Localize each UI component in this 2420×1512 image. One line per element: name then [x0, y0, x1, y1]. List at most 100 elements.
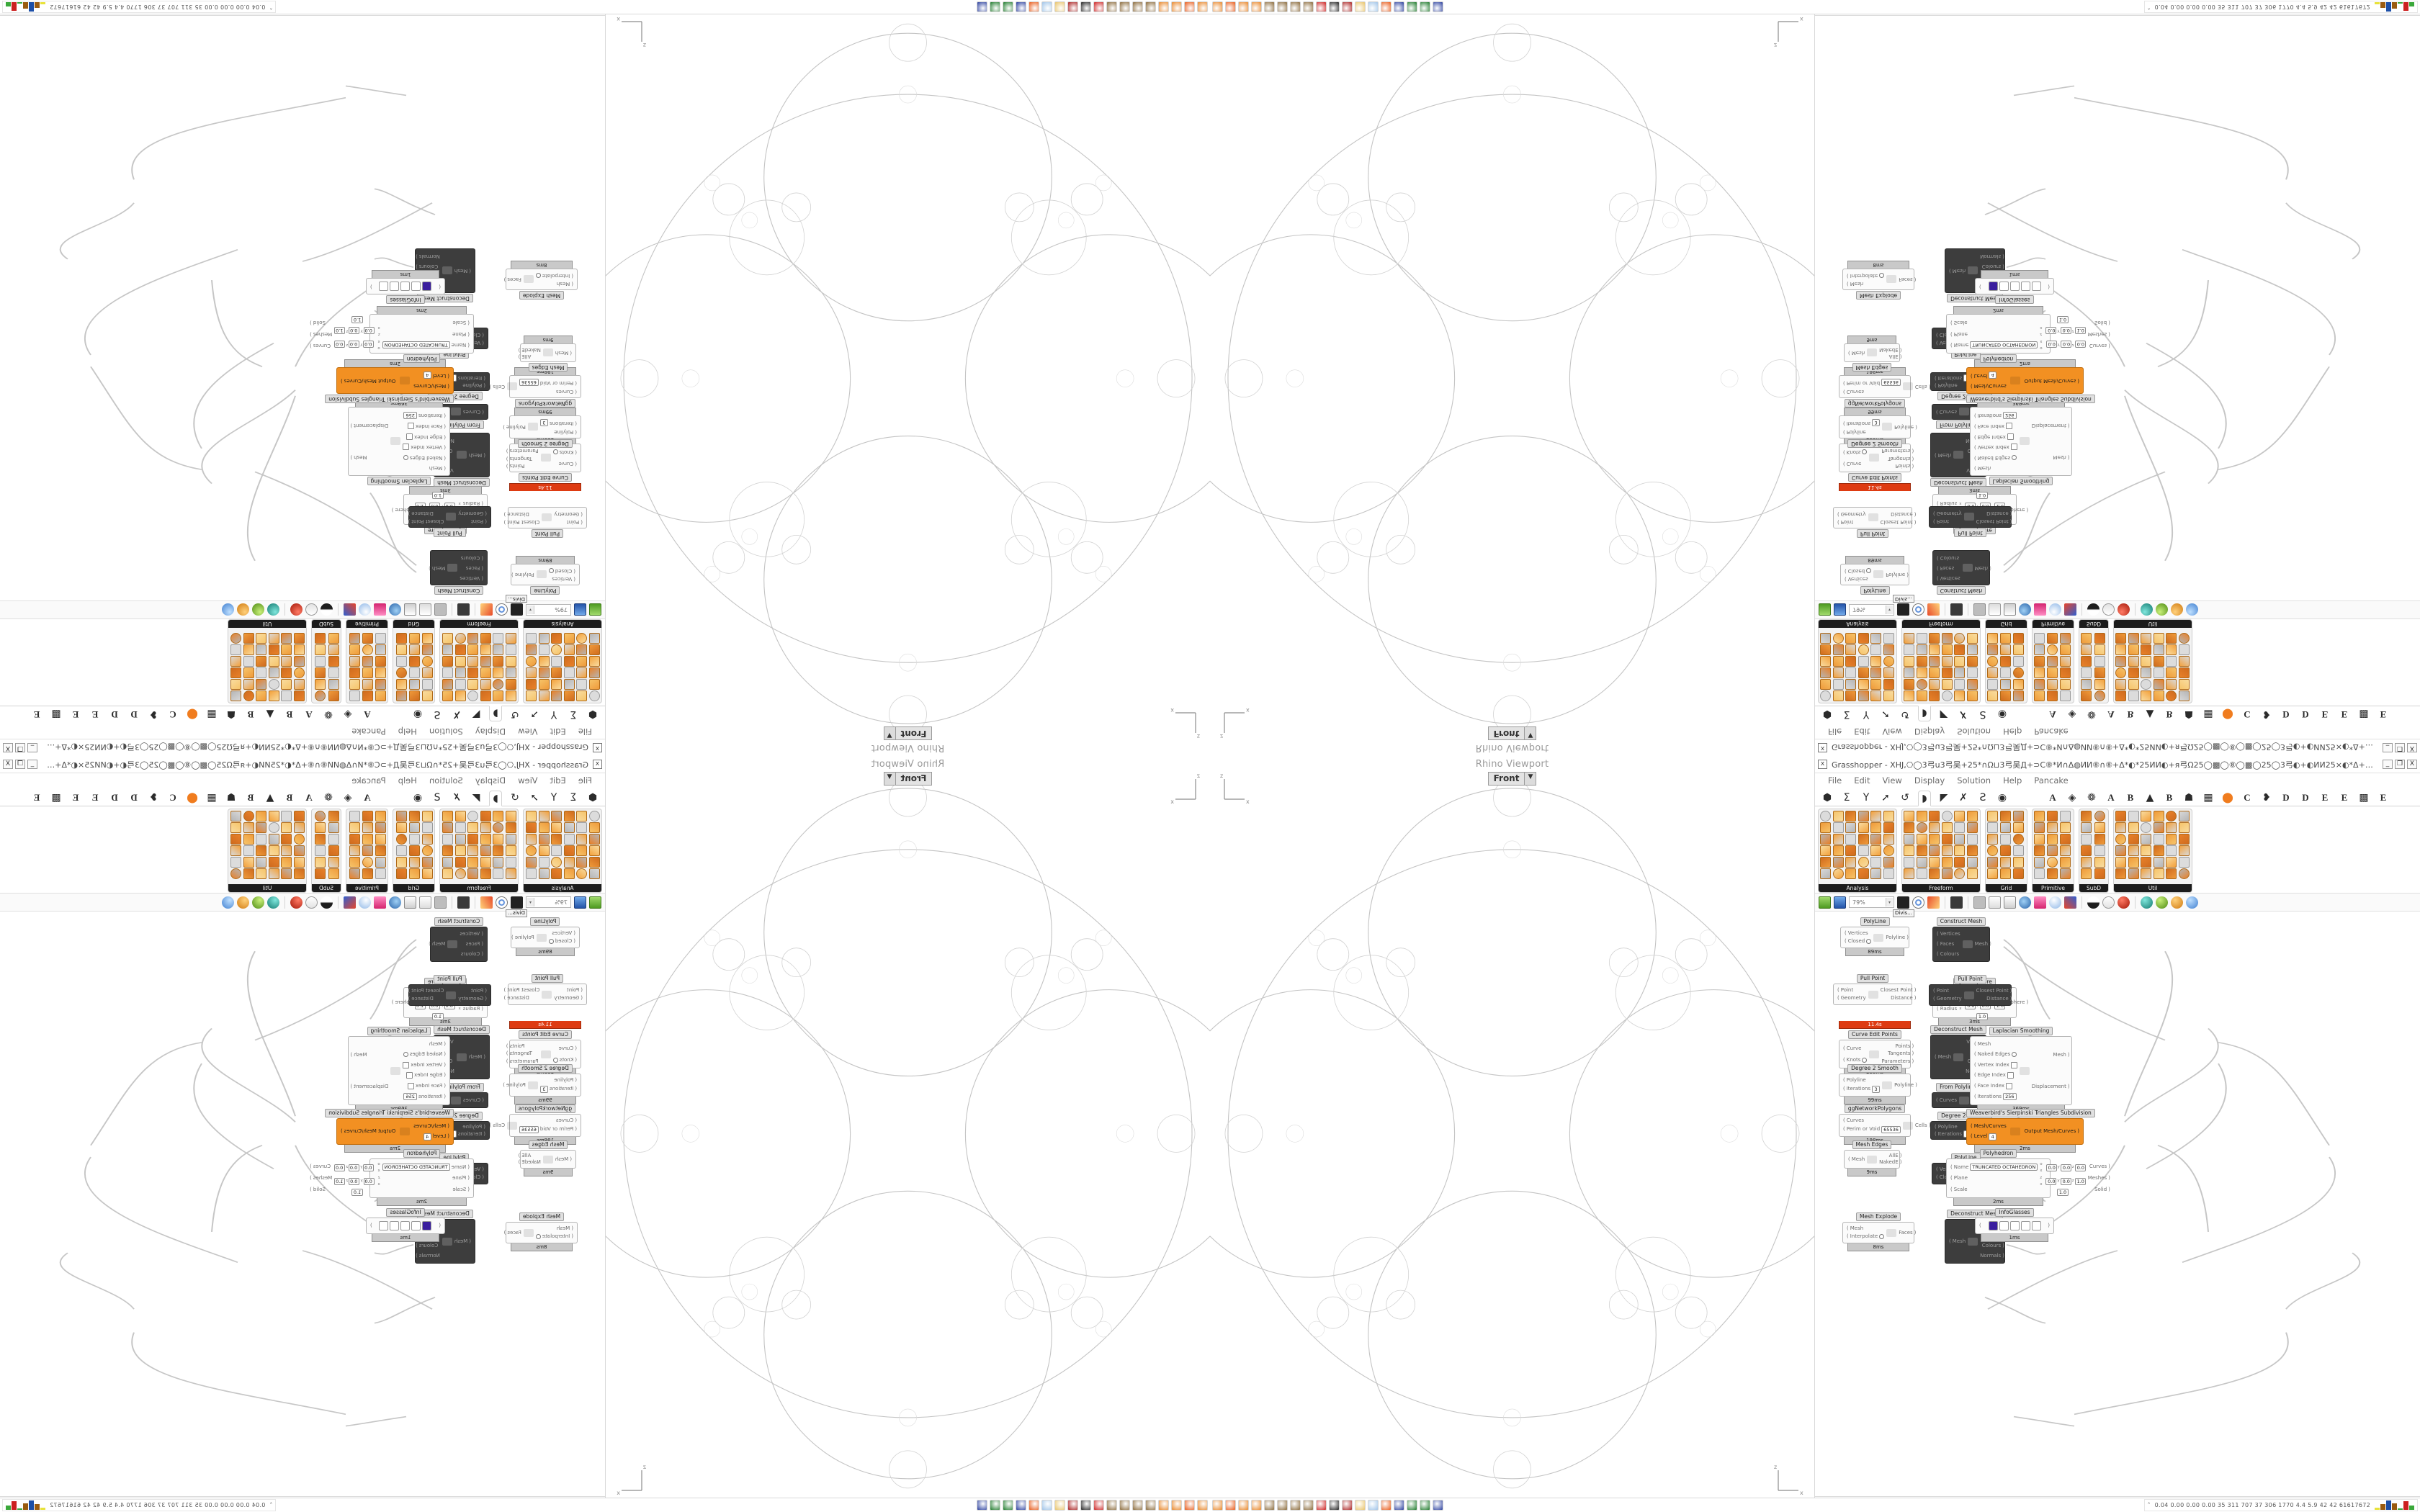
- node-title[interactable]: Mesh Edges: [1852, 1140, 1892, 1149]
- port-nub-icon[interactable]: ): [2108, 1186, 2110, 1192]
- profiler-teal-icon[interactable]: [2141, 896, 2153, 909]
- component-icon[interactable]: [589, 845, 600, 856]
- node-title[interactable]: Mesh Explode: [1855, 291, 1901, 300]
- node-input-port[interactable]: (Mesh: [1974, 1041, 2017, 1048]
- plugin-tab-weaverbird-icon[interactable]: ◈: [2068, 708, 2076, 720]
- grasshopper-canvas[interactable]: Construct Mesh(Vertices(Faces(Colours Mes…: [0, 16, 605, 600]
- component-icon[interactable]: [2060, 633, 2071, 644]
- component-icon[interactable]: [1966, 690, 1978, 701]
- port-nub-icon[interactable]: ): [2009, 988, 2012, 994]
- plugin-tab-landscape-icon[interactable]: ▲: [266, 792, 274, 804]
- plugin-tab-0[interactable]: A: [364, 792, 371, 803]
- param-badge-icon[interactable]: [406, 1072, 413, 1079]
- component-icon[interactable]: [1845, 679, 1856, 690]
- port-nub-icon[interactable]: ): [408, 510, 411, 516]
- port-nub-icon[interactable]: ): [1915, 1081, 1917, 1088]
- param-badge-icon[interactable]: [2006, 423, 2013, 430]
- component-icon[interactable]: [1954, 811, 1965, 822]
- component-icon[interactable]: [2153, 811, 2164, 822]
- component-icon[interactable]: [2178, 667, 2190, 678]
- component-icon[interactable]: [1966, 644, 1978, 655]
- level-input[interactable]: 4: [423, 372, 431, 379]
- bake-icon[interactable]: [379, 282, 389, 291]
- component-icon[interactable]: [2128, 690, 2139, 701]
- port-nub-icon[interactable]: (: [571, 273, 573, 279]
- node-input-port[interactable]: (Mesh: [1949, 1238, 1966, 1245]
- node-input-port[interactable]: (Curves: [519, 388, 577, 395]
- component-icon[interactable]: [2094, 811, 2105, 822]
- component-icon[interactable]: [1870, 811, 1881, 822]
- component-icon[interactable]: [230, 868, 242, 879]
- component-icon[interactable]: [396, 667, 407, 678]
- node-input-port[interactable]: (Knots: [1843, 1057, 1868, 1063]
- component-icon[interactable]: [230, 690, 242, 701]
- component-icon[interactable]: [2047, 644, 2058, 655]
- port-nub-icon[interactable]: (: [467, 342, 470, 348]
- port-nub-icon[interactable]: (: [1845, 568, 1847, 574]
- component-icon[interactable]: [2094, 834, 2105, 845]
- node-title[interactable]: Curve Edit Points: [1848, 1030, 1901, 1039]
- node-output-port[interactable]: Distance): [1881, 510, 1916, 517]
- port-nub-icon[interactable]: ): [506, 1050, 508, 1057]
- component-icon[interactable]: [564, 679, 575, 690]
- menu-item-edit[interactable]: Edit: [550, 775, 566, 786]
- component-icon[interactable]: [256, 690, 267, 701]
- component-icon[interactable]: [1857, 845, 1869, 856]
- component-icon[interactable]: [2128, 857, 2139, 868]
- ribbon-panel-freeform[interactable]: Freeform: [1901, 619, 1981, 703]
- component-icon[interactable]: [2115, 822, 2126, 833]
- port-nub-icon[interactable]: ): [391, 507, 394, 513]
- component-icon[interactable]: [576, 679, 588, 690]
- node-body[interactable]: (Point(Geometry Closest Point) Distance): [1833, 984, 1916, 1005]
- node-input-port[interactable]: (Vertex Index: [403, 444, 446, 451]
- port-nub-icon[interactable]: (: [481, 500, 483, 507]
- component-icon[interactable]: [328, 644, 339, 655]
- port-nub-icon[interactable]: (: [482, 1097, 484, 1103]
- component-icon[interactable]: [526, 633, 537, 644]
- gh-node-mesh-explode[interactable]: Mesh Explode(Mesh(Interpolate Faces) 8ms: [504, 1212, 578, 1251]
- node-input-port[interactable]: (Mesh: [403, 464, 446, 471]
- component-icon[interactable]: [455, 822, 466, 833]
- component-icon[interactable]: [1929, 845, 1940, 856]
- component-icon[interactable]: [243, 679, 254, 690]
- component-icon[interactable]: [2013, 656, 2024, 667]
- category-tab-mesh-icon[interactable]: ◤: [1940, 708, 1948, 720]
- component-icon[interactable]: [1883, 679, 1894, 690]
- port-nub-icon[interactable]: ): [503, 511, 506, 517]
- port-nub-icon[interactable]: ): [518, 1159, 521, 1165]
- component-icon[interactable]: [281, 811, 292, 822]
- list-icon[interactable]: [390, 282, 400, 291]
- gimp-icon[interactable]: [1290, 1500, 1301, 1511]
- component-icon[interactable]: [2060, 679, 2071, 690]
- component-icon[interactable]: [1954, 845, 1965, 856]
- port-nub-icon[interactable]: (: [1974, 444, 1976, 451]
- port-nub-icon[interactable]: ): [2026, 999, 2029, 1005]
- port-nub-icon[interactable]: (: [1974, 1040, 1976, 1047]
- component-icon[interactable]: [2060, 845, 2071, 856]
- node-title[interactable]: Construct Mesh: [1936, 917, 1986, 926]
- ribbon-panel-freeform[interactable]: Freeform: [439, 809, 519, 893]
- component-icon[interactable]: [2128, 679, 2139, 690]
- category-tab-transform-icon[interactable]: Ƨ: [1979, 708, 1986, 720]
- chevron-down-icon[interactable]: ▾: [1886, 898, 1893, 906]
- category-tab-maths-icon[interactable]: Σ: [570, 792, 577, 804]
- port-nub-icon[interactable]: ): [2002, 1243, 2004, 1249]
- component-icon[interactable]: [396, 656, 407, 667]
- component-ribbon[interactable]: Analysis Freeform Grid Primitive SubD Util: [0, 619, 605, 706]
- component-icon[interactable]: [1845, 857, 1856, 868]
- node-output-port[interactable]: Points): [1881, 462, 1914, 469]
- ribbon-panel-label[interactable]: Analysis: [1819, 620, 1896, 628]
- port-nub-icon[interactable]: ): [2002, 1252, 2004, 1259]
- component-icon[interactable]: [315, 667, 326, 678]
- plugin-tab-kangaroo-icon[interactable]: ☗: [226, 708, 236, 720]
- port-nub-icon[interactable]: ): [408, 996, 411, 1002]
- component-icon[interactable]: [243, 845, 254, 856]
- port-nub-icon[interactable]: (: [1845, 938, 1847, 944]
- component-icon[interactable]: [442, 822, 454, 833]
- component-icon[interactable]: [409, 834, 420, 845]
- port-nub-icon[interactable]: (: [570, 350, 572, 356]
- port-nub-icon[interactable]: ): [416, 1252, 418, 1259]
- component-icon[interactable]: [2166, 857, 2177, 868]
